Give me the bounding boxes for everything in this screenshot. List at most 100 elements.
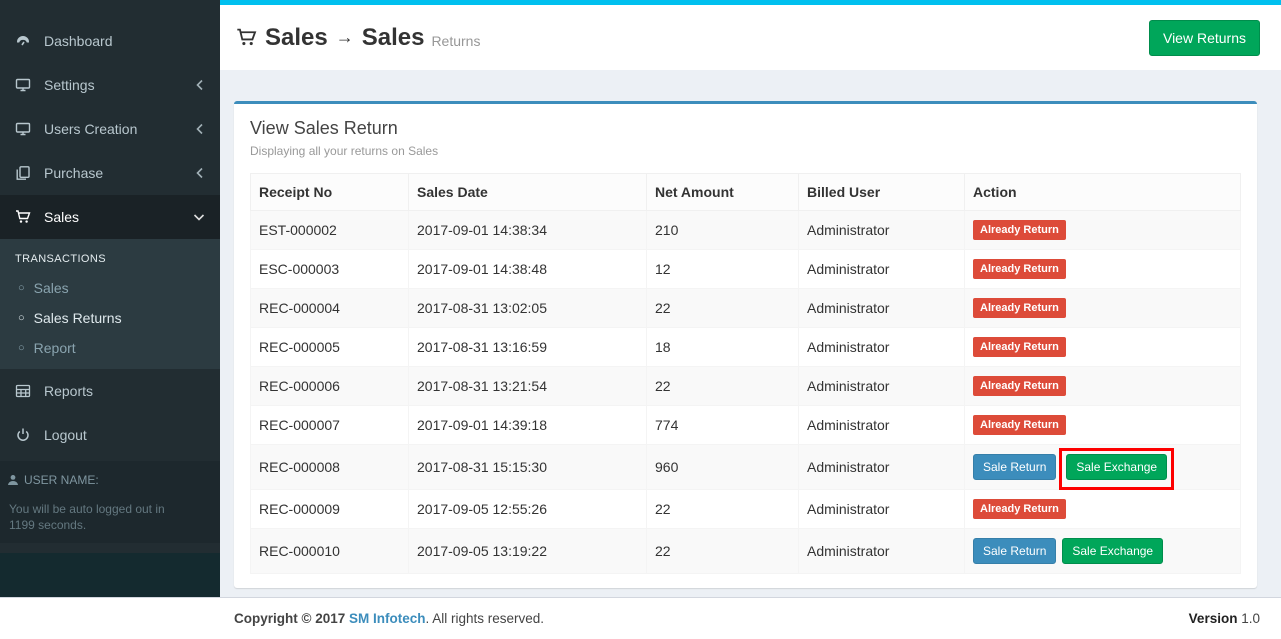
power-icon — [15, 427, 37, 443]
breadcrumb-page-small: Returns — [431, 32, 481, 49]
sidebar-item-users-creation[interactable]: Users Creation — [0, 107, 220, 151]
sale-exchange-button[interactable]: Sale Exchange — [1066, 454, 1168, 481]
table-row: REC-000008 2017-08-31 15:15:30 960 Administ… — [250, 444, 1241, 491]
cell-billed-user: Administrator — [798, 327, 965, 367]
submenu-item-label: Sales Returns — [33, 310, 122, 326]
sidebar-item-label: Logout — [44, 427, 87, 443]
cell-billed-user: Administrator — [798, 210, 965, 250]
cell-receipt-no: REC-000008 — [250, 444, 409, 490]
user-icon — [8, 475, 18, 485]
chevron-left-icon — [195, 123, 205, 135]
breadcrumb-section[interactable]: Sales — [265, 23, 328, 51]
card-title: View Sales Return — [250, 118, 398, 138]
sales-return-card: View Sales Return Displaying all your re… — [234, 101, 1257, 588]
sidebar-item-dashboard[interactable]: Dashboard — [0, 19, 220, 63]
cart-icon — [236, 27, 257, 48]
sidebar-item-purchase[interactable]: Purchase — [0, 151, 220, 195]
top-accent-bar — [220, 0, 1281, 5]
table-row: EST-000002 2017-09-01 14:38:34 210 Administ… — [250, 210, 1241, 250]
monitor-icon — [15, 77, 37, 93]
table-row: REC-000005 2017-08-31 13:16:59 18 Administr… — [250, 327, 1241, 367]
cell-action: Already Return — [964, 327, 1241, 367]
table-icon — [15, 383, 37, 399]
user-name-label: USER NAME: — [7, 473, 212, 487]
cell-billed-user: Administrator — [798, 249, 965, 289]
already-return-badge: Already Return — [973, 298, 1066, 318]
cell-net-amount: 960 — [646, 444, 799, 490]
sidebar-item-label: Purchase — [44, 165, 104, 181]
monitor-icon — [15, 121, 37, 137]
view-returns-button[interactable]: View Returns — [1148, 19, 1260, 56]
sidebar-bottom-panel — [0, 553, 220, 599]
submenu-item-label: Report — [33, 340, 76, 356]
cell-billed-user: Administrator — [798, 444, 965, 490]
already-return-badge: Already Return — [973, 337, 1066, 357]
cell-sales-date: 2017-08-31 13:02:05 — [408, 288, 647, 328]
already-return-badge: Already Return — [973, 259, 1066, 279]
sidebar-item-label: Dashboard — [44, 33, 113, 49]
table-row: REC-000010 2017-09-05 13:19:22 22 Administr… — [250, 528, 1241, 574]
cell-action: Sale Return Sale Exchange — [964, 444, 1241, 491]
sales-returns-table: Receipt No Sales Date Net Amount Billed … — [250, 173, 1241, 574]
cell-receipt-no: REC-000010 — [250, 528, 409, 574]
column-billed-user: Billed User — [798, 173, 965, 211]
sidebar-item-sales[interactable]: Sales — [0, 195, 220, 239]
cell-receipt-no: REC-000004 — [250, 288, 409, 328]
cell-net-amount: 774 — [646, 405, 799, 445]
cell-sales-date: 2017-09-01 14:39:18 — [408, 405, 647, 445]
sidebar-item-reports[interactable]: Reports — [0, 369, 220, 413]
cell-net-amount: 22 — [646, 489, 799, 529]
cell-sales-date: 2017-08-31 13:21:54 — [408, 366, 647, 406]
submenu-item-sales-returns[interactable]: ○ Sales Returns — [0, 303, 220, 333]
sale-return-button[interactable]: Sale Return — [973, 538, 1057, 564]
table-header-row: Receipt No Sales Date Net Amount Billed … — [250, 173, 1241, 211]
circle-icon: ○ — [18, 341, 25, 354]
sidebar: Dashboard Settings Users Creation — [0, 0, 220, 599]
column-sales-date: Sales Date — [408, 173, 647, 211]
sale-return-button[interactable]: Sale Return — [973, 454, 1057, 480]
cell-sales-date: 2017-09-05 12:55:26 — [408, 489, 647, 529]
sales-submenu: TRANSACTIONS ○ Sales ○ Sales Returns ○ R… — [0, 239, 220, 369]
cell-sales-date: 2017-08-31 15:15:30 — [408, 444, 647, 490]
cell-receipt-no: EST-000002 — [250, 210, 409, 250]
version-value: 1.0 — [1241, 611, 1260, 626]
submenu-item-sales[interactable]: ○ Sales — [0, 273, 220, 303]
cell-billed-user: Administrator — [798, 528, 965, 574]
column-action: Action — [964, 173, 1241, 211]
already-return-badge: Already Return — [973, 415, 1066, 435]
already-return-badge: Already Return — [973, 376, 1066, 396]
company-link[interactable]: SM Infotech — [348, 611, 426, 626]
cell-net-amount: 18 — [646, 327, 799, 367]
copyright-suffix: . All rights reserved. — [425, 611, 545, 626]
sidebar-item-label: Sales — [44, 209, 80, 225]
cell-receipt-no: REC-000006 — [250, 366, 409, 406]
sale-exchange-button[interactable]: Sale Exchange — [1062, 538, 1164, 564]
submenu-item-label: Sales — [33, 280, 69, 296]
cell-receipt-no: REC-000005 — [250, 327, 409, 367]
chevron-left-icon — [195, 167, 205, 179]
version-label: Version — [1188, 611, 1238, 626]
column-net-amount: Net Amount — [646, 173, 799, 211]
cell-net-amount: 12 — [646, 249, 799, 289]
cell-receipt-no: ESC-000003 — [250, 249, 409, 289]
cell-net-amount: 22 — [646, 366, 799, 406]
sidebar-item-label: Users Creation — [44, 121, 138, 137]
page-header: Sales → Sales Returns View Returns — [220, 5, 1281, 70]
cell-action: Sale Return Sale Exchange — [964, 528, 1241, 574]
cell-action: Already Return — [964, 366, 1241, 406]
cell-billed-user: Administrator — [798, 489, 965, 529]
cell-sales-date: 2017-09-01 14:38:48 — [408, 249, 647, 289]
cell-sales-date: 2017-09-01 14:38:34 — [408, 210, 647, 250]
cell-net-amount: 22 — [646, 528, 799, 574]
red-highlight-box: Sale Exchange — [1059, 448, 1175, 491]
dashboard-icon — [15, 33, 37, 49]
cell-sales-date: 2017-09-05 13:19:22 — [408, 528, 647, 574]
column-receipt-no: Receipt No — [250, 173, 409, 211]
already-return-badge: Already Return — [973, 499, 1066, 519]
chevron-left-icon — [195, 79, 205, 91]
sidebar-menu: Dashboard Settings Users Creation — [0, 0, 220, 599]
sidebar-item-settings[interactable]: Settings — [0, 63, 220, 107]
submenu-item-report[interactable]: ○ Report — [0, 333, 220, 363]
content-area: View Sales Return Displaying all your re… — [220, 70, 1281, 588]
sidebar-item-logout[interactable]: Logout — [0, 413, 220, 457]
